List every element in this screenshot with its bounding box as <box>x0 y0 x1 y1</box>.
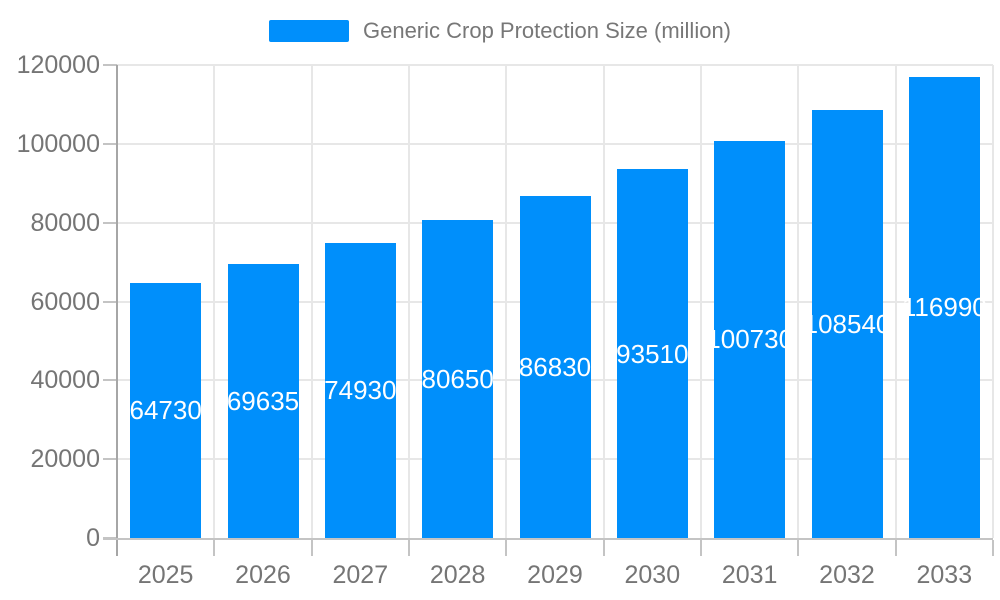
y-axis-tick <box>103 221 117 224</box>
plot-area: 64730 69635 74930 80650 86830 93510 100730 1085… <box>103 64 994 556</box>
y-gridline <box>117 142 993 145</box>
x-axis-tick-label: 2033 <box>916 561 973 589</box>
bar-value-label: 64730 <box>129 395 202 426</box>
x-axis-tick-label: 2025 <box>137 561 194 589</box>
bar-value-label: 116990 <box>901 292 987 323</box>
y-axis-tick-label: 60000 <box>30 287 100 316</box>
bar[interactable] <box>519 195 591 538</box>
x-axis-tick <box>700 540 702 556</box>
x-axis-tick-label: 2032 <box>819 561 875 589</box>
x-axis-tick <box>992 540 994 556</box>
y-axis-tick <box>103 458 117 461</box>
bar[interactable] <box>811 110 883 538</box>
x-gridline <box>894 65 897 538</box>
x-axis-tick <box>894 540 897 556</box>
x-axis-tick <box>408 540 410 556</box>
bar-value-label: 80650 <box>421 364 494 395</box>
legend-item[interactable]: Generic Crop Protection Size (million) <box>268 18 732 44</box>
y-axis-tick-label: 0 <box>86 524 100 552</box>
y-axis-line <box>116 65 118 556</box>
y-axis-tick <box>103 379 117 382</box>
bar[interactable] <box>616 169 688 538</box>
bar[interactable] <box>422 220 494 538</box>
y-gridline <box>117 64 993 66</box>
bar[interactable] <box>324 242 396 538</box>
x-gridline <box>408 65 410 538</box>
x-axis-tick-label: 2026 <box>235 561 291 589</box>
x-axis-tick <box>213 540 216 556</box>
bar[interactable] <box>714 140 786 538</box>
x-axis-tick-label: 2027 <box>332 561 389 589</box>
y-axis-tick-label: 40000 <box>30 366 100 395</box>
bar[interactable] <box>908 76 980 538</box>
y-axis-tick-label: 80000 <box>30 208 100 237</box>
legend-label: Generic Crop Protection Size (million) <box>362 18 732 43</box>
x-axis-tick-label: 2031 <box>721 561 778 589</box>
x-axis-tick <box>505 540 508 556</box>
y-axis-tick-label: 100000 <box>16 129 100 158</box>
bar-value-label: 86830 <box>518 351 592 382</box>
x-gridline <box>602 65 605 538</box>
y-axis-tick <box>103 142 117 145</box>
bar-value-label: 74930 <box>324 375 397 406</box>
x-axis-tick-label: 2029 <box>527 561 583 589</box>
x-axis-tick-label: 2030 <box>624 561 681 589</box>
bar-value-label: 93510 <box>616 338 689 369</box>
x-axis-tick <box>602 540 605 556</box>
bar-value-label: 100730 <box>706 324 794 355</box>
y-axis-tick <box>103 64 117 66</box>
bar-value-label: 108540 <box>803 309 891 340</box>
x-axis-line <box>103 538 993 540</box>
y-axis-tick <box>103 300 117 303</box>
x-gridline <box>213 65 216 538</box>
x-gridline <box>797 65 800 538</box>
bar[interactable] <box>130 282 202 538</box>
bar-value-label: 69635 <box>226 385 300 416</box>
x-axis-tick-label: 2028 <box>429 561 486 589</box>
x-gridline <box>310 65 313 538</box>
chart-legend: Generic Crop Protection Size (million) <box>0 18 1000 44</box>
x-gridline <box>700 65 702 538</box>
legend-color-swatch <box>268 20 349 42</box>
x-gridline <box>505 65 508 538</box>
x-axis-tick <box>797 540 800 556</box>
y-axis-tick-label: 120000 <box>16 51 100 79</box>
x-axis-tick <box>310 540 313 556</box>
y-axis-tick-label: 20000 <box>30 445 100 474</box>
x-gridline <box>992 65 994 538</box>
bar[interactable] <box>227 263 299 538</box>
